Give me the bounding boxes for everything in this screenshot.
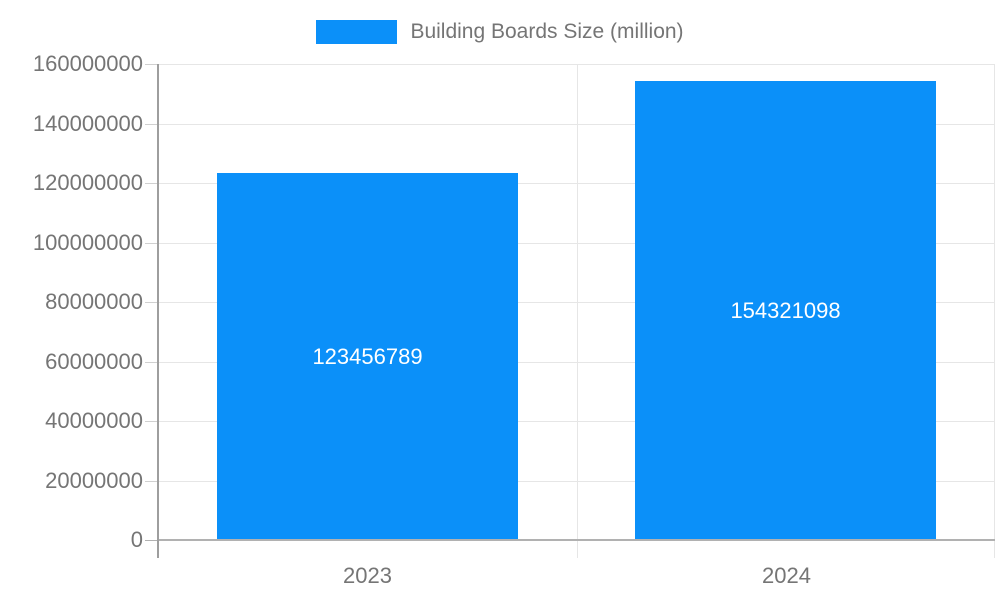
x-tick-label: 2023 xyxy=(343,563,392,588)
bar-2024[interactable]: 154321098 xyxy=(635,81,936,540)
y-tick-mark xyxy=(145,481,158,482)
gridline xyxy=(158,421,995,422)
gridline xyxy=(158,481,995,482)
y-tick-mark xyxy=(145,124,158,125)
y-tick-label: 160000000 xyxy=(32,51,143,76)
y-tick-label: 0 xyxy=(130,527,143,552)
legend-swatch xyxy=(316,20,398,44)
chart-legend: Building Boards Size (million) xyxy=(0,20,1000,44)
bar-value-label: 154321098 xyxy=(730,297,841,323)
gridline xyxy=(158,124,995,125)
gridline xyxy=(158,362,995,363)
legend-label: Building Boards Size (million) xyxy=(410,20,684,43)
y-tick-label: 100000000 xyxy=(32,230,143,255)
bar-value-label: 123456789 xyxy=(312,343,423,369)
y-axis-line xyxy=(157,64,159,558)
y-tick-label: 120000000 xyxy=(32,170,143,195)
y-tick-label: 140000000 xyxy=(32,111,143,136)
y-tick-mark xyxy=(145,540,158,541)
gridline-vertical xyxy=(994,64,995,558)
gridline xyxy=(158,64,995,65)
y-tick-mark xyxy=(145,64,158,65)
y-tick-label: 20000000 xyxy=(45,468,143,493)
y-tick-label: 40000000 xyxy=(45,408,143,433)
gridline-vertical xyxy=(577,64,578,558)
y-tick-mark xyxy=(145,302,158,303)
gridline xyxy=(158,243,995,244)
plot-area: 0 20000000 40000000 60000000 80000000 1000000… xyxy=(33,51,995,588)
bar-2023[interactable]: 123456789 xyxy=(217,173,518,540)
x-tick-label: 2024 xyxy=(762,563,811,588)
y-tick-mark xyxy=(145,421,158,422)
y-tick-mark xyxy=(145,362,158,363)
y-tick-mark xyxy=(145,183,158,184)
y-tick-mark xyxy=(145,243,158,244)
gridline xyxy=(158,183,995,184)
gridline xyxy=(158,302,995,303)
y-tick-label: 60000000 xyxy=(45,349,143,374)
x-axis-baseline xyxy=(158,539,995,541)
y-tick-label: 80000000 xyxy=(45,289,143,314)
